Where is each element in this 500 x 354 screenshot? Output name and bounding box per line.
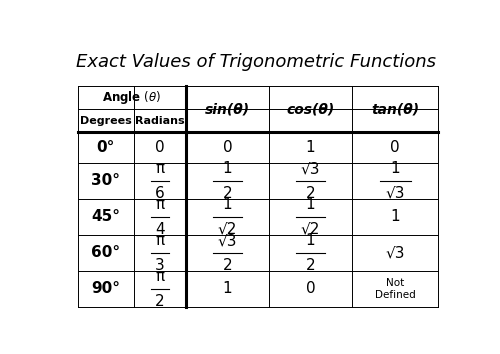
Text: 0: 0 (306, 281, 316, 296)
Text: 1: 1 (222, 197, 232, 212)
Text: 2: 2 (222, 185, 232, 201)
Text: 1: 1 (390, 161, 400, 176)
Text: tan(θ): tan(θ) (371, 102, 419, 116)
Text: π: π (156, 233, 164, 248)
Text: 2: 2 (306, 258, 316, 273)
Text: 2: 2 (306, 185, 316, 201)
Text: 45°: 45° (92, 210, 120, 224)
Text: Degrees: Degrees (80, 116, 132, 126)
Text: sin(θ): sin(θ) (205, 102, 250, 116)
Text: 4: 4 (155, 222, 165, 236)
Text: 0: 0 (222, 140, 232, 155)
Text: Angle $(\theta)$: Angle $(\theta)$ (102, 89, 162, 106)
Text: 0: 0 (390, 140, 400, 155)
Text: √3: √3 (386, 245, 405, 261)
Text: 1: 1 (306, 233, 316, 248)
Text: 6: 6 (155, 185, 165, 201)
Text: 0°: 0° (96, 140, 115, 155)
Text: √2: √2 (301, 222, 320, 236)
Text: 1: 1 (222, 161, 232, 176)
Text: 30°: 30° (92, 173, 120, 188)
Text: 1: 1 (222, 281, 232, 296)
Text: √2: √2 (218, 222, 237, 236)
Text: 0: 0 (155, 140, 165, 155)
Text: √3: √3 (386, 185, 405, 201)
Text: cos(θ): cos(θ) (286, 102, 335, 116)
Text: 3: 3 (155, 258, 165, 273)
Text: 60°: 60° (92, 245, 120, 261)
Text: Radians: Radians (135, 116, 185, 126)
Text: 90°: 90° (92, 281, 120, 296)
Text: 1: 1 (306, 197, 316, 212)
Text: √3: √3 (218, 233, 238, 248)
Text: π: π (156, 161, 164, 176)
Text: π: π (156, 197, 164, 212)
Text: π: π (156, 269, 164, 284)
Text: Exact Values of Trigonometric Functions: Exact Values of Trigonometric Functions (76, 52, 436, 70)
Text: Not
Defined: Not Defined (375, 278, 416, 300)
Text: √3: √3 (300, 161, 320, 176)
Text: 1: 1 (390, 210, 400, 224)
Text: 1: 1 (306, 140, 316, 155)
Text: 2: 2 (155, 293, 165, 309)
Text: 2: 2 (222, 258, 232, 273)
